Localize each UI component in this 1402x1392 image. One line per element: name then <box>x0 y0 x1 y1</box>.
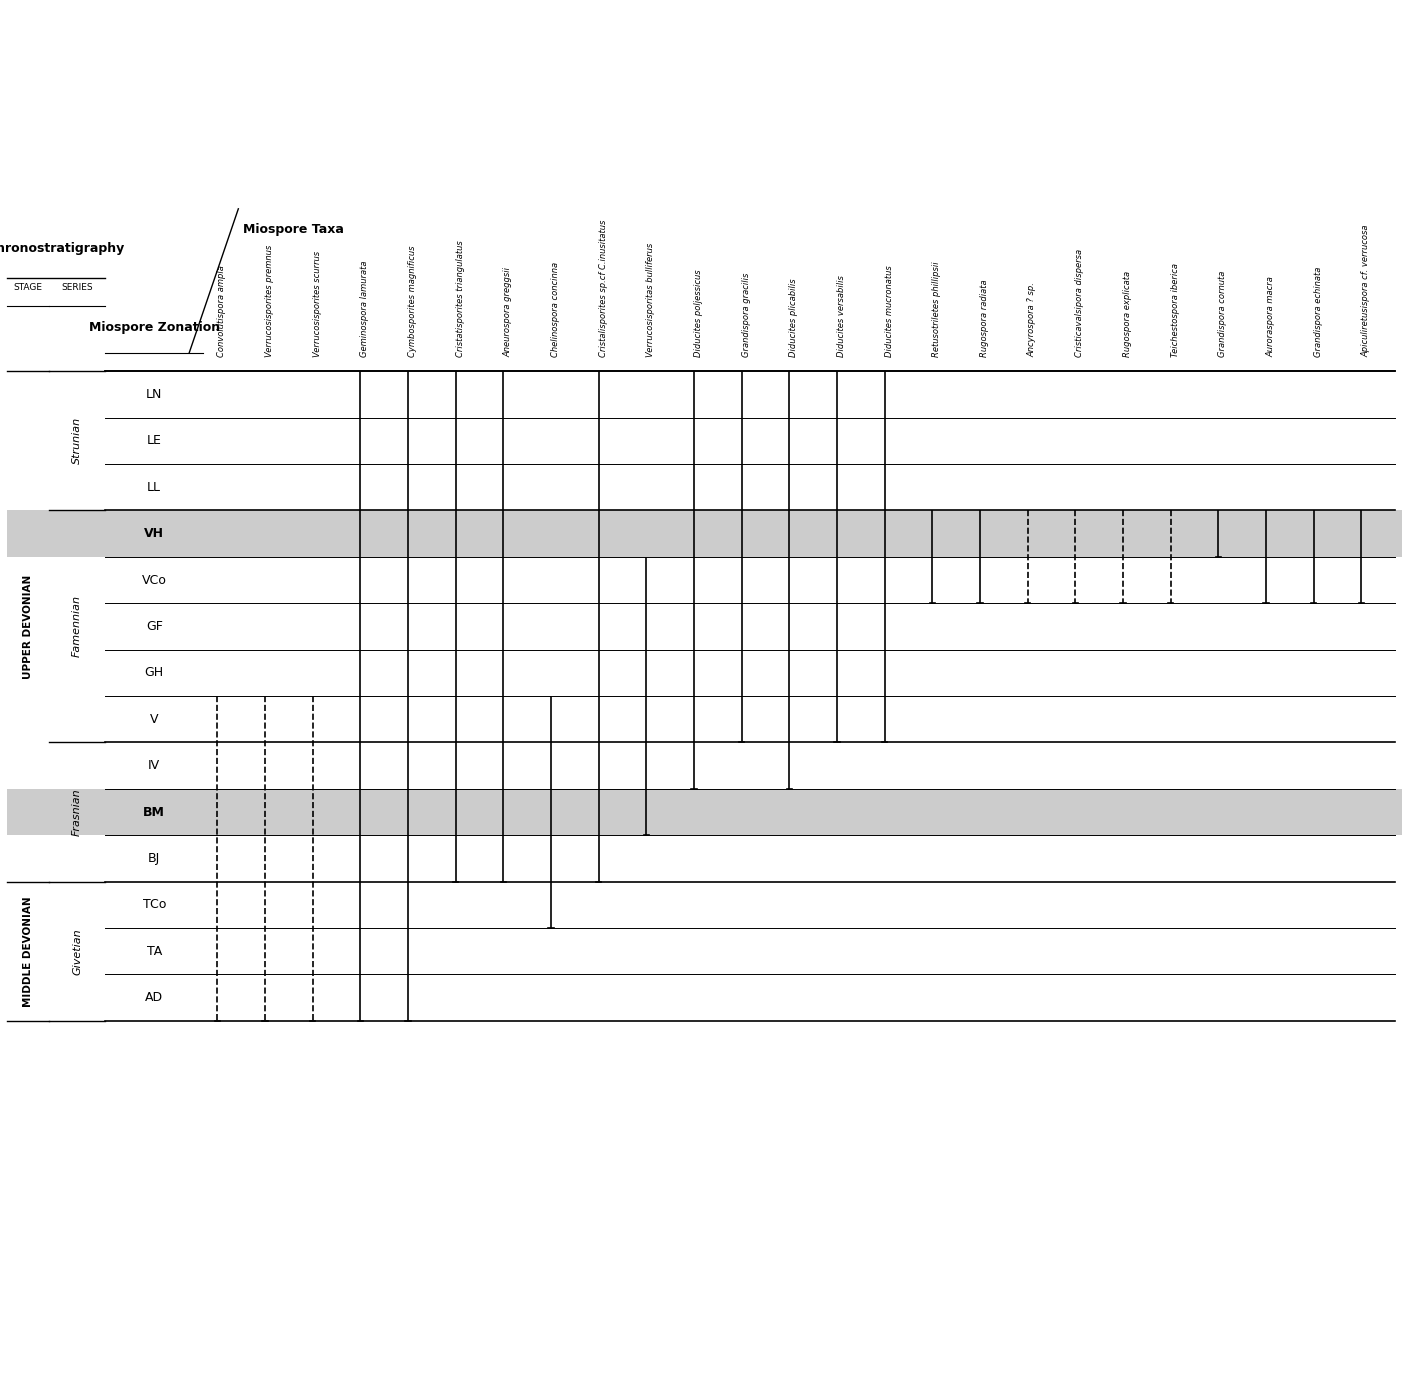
Text: Miospore Taxa: Miospore Taxa <box>243 223 343 235</box>
Text: Strunian: Strunian <box>72 418 83 465</box>
Text: Cristicavalsipora dispersa: Cristicavalsipora dispersa <box>1075 249 1084 358</box>
Text: Auroraspora macra: Auroraspora macra <box>1266 277 1274 358</box>
Text: Cymbosporites magnificus: Cymbosporites magnificus <box>408 246 416 358</box>
Text: Chronostratigraphy: Chronostratigraphy <box>0 242 125 255</box>
Text: Grandispora echinata: Grandispora echinata <box>1314 267 1322 358</box>
Text: Famennian: Famennian <box>72 596 83 657</box>
Text: Diducites poljessicus: Diducites poljessicus <box>694 270 702 358</box>
Text: VH: VH <box>144 528 164 540</box>
Text: Chelinospora concinna: Chelinospora concinna <box>551 262 559 358</box>
Text: BM: BM <box>143 806 165 818</box>
Text: Ancyrospora ? sp.: Ancyrospora ? sp. <box>1028 283 1036 358</box>
Text: SERIES: SERIES <box>62 284 93 292</box>
Text: LL: LL <box>147 480 161 494</box>
Text: LE: LE <box>147 434 161 447</box>
Text: BJ: BJ <box>149 852 160 864</box>
Text: Aneurospora greggsii: Aneurospora greggsii <box>503 267 512 358</box>
Text: Diducites versabilis: Diducites versabilis <box>837 276 845 358</box>
Text: Cristalisporites sp.cf C.inusitatus: Cristalisporites sp.cf C.inusitatus <box>599 220 607 358</box>
Text: Convolutispora ampla: Convolutispora ampla <box>217 266 226 358</box>
Text: TA: TA <box>147 945 161 958</box>
Bar <box>7 789 1402 835</box>
Text: GF: GF <box>146 619 163 633</box>
Text: VCo: VCo <box>142 574 167 586</box>
Text: Verrucosisporites scurrus: Verrucosisporites scurrus <box>313 251 321 358</box>
Text: Miospore Zonation: Miospore Zonation <box>88 322 220 334</box>
Text: STAGE: STAGE <box>14 284 42 292</box>
Text: Diducites plicabilis: Diducites plicabilis <box>789 278 798 358</box>
Text: Rugospora radiata: Rugospora radiata <box>980 280 988 358</box>
Text: AD: AD <box>146 991 163 1004</box>
Text: GH: GH <box>144 667 164 679</box>
Text: IV: IV <box>149 759 160 773</box>
Text: UPPER DEVONIAN: UPPER DEVONIAN <box>22 575 34 678</box>
Text: Frasnian: Frasnian <box>72 788 83 835</box>
Text: Verrucosisporites premnus: Verrucosisporites premnus <box>265 245 273 358</box>
Text: MIDDLE DEVONIAN: MIDDLE DEVONIAN <box>22 896 34 1006</box>
Text: Retusotriletes phillipsii: Retusotriletes phillipsii <box>932 262 941 358</box>
Text: Grandispora cornuta: Grandispora cornuta <box>1218 271 1227 358</box>
Text: Apiculiretusispora cf. verrucosa: Apiculiretusispora cf. verrucosa <box>1361 224 1370 358</box>
Text: Teichestospora iberica: Teichestospora iberica <box>1171 263 1179 358</box>
Bar <box>7 511 1402 557</box>
Text: Cristatisporites triangulatus: Cristatisporites triangulatus <box>456 241 464 358</box>
Text: Grandispora gracilis: Grandispora gracilis <box>742 273 750 358</box>
Text: Givetian: Givetian <box>72 928 83 974</box>
Text: Geminospora lamurata: Geminospora lamurata <box>360 260 369 358</box>
Text: Rugospora explicata: Rugospora explicata <box>1123 271 1131 358</box>
Text: Verrucosisporitas bulliferus: Verrucosisporitas bulliferus <box>646 244 655 358</box>
Text: V: V <box>150 713 158 725</box>
Text: Diducites mucronatus: Diducites mucronatus <box>885 266 893 358</box>
Text: LN: LN <box>146 388 163 401</box>
Text: TCo: TCo <box>143 898 165 912</box>
